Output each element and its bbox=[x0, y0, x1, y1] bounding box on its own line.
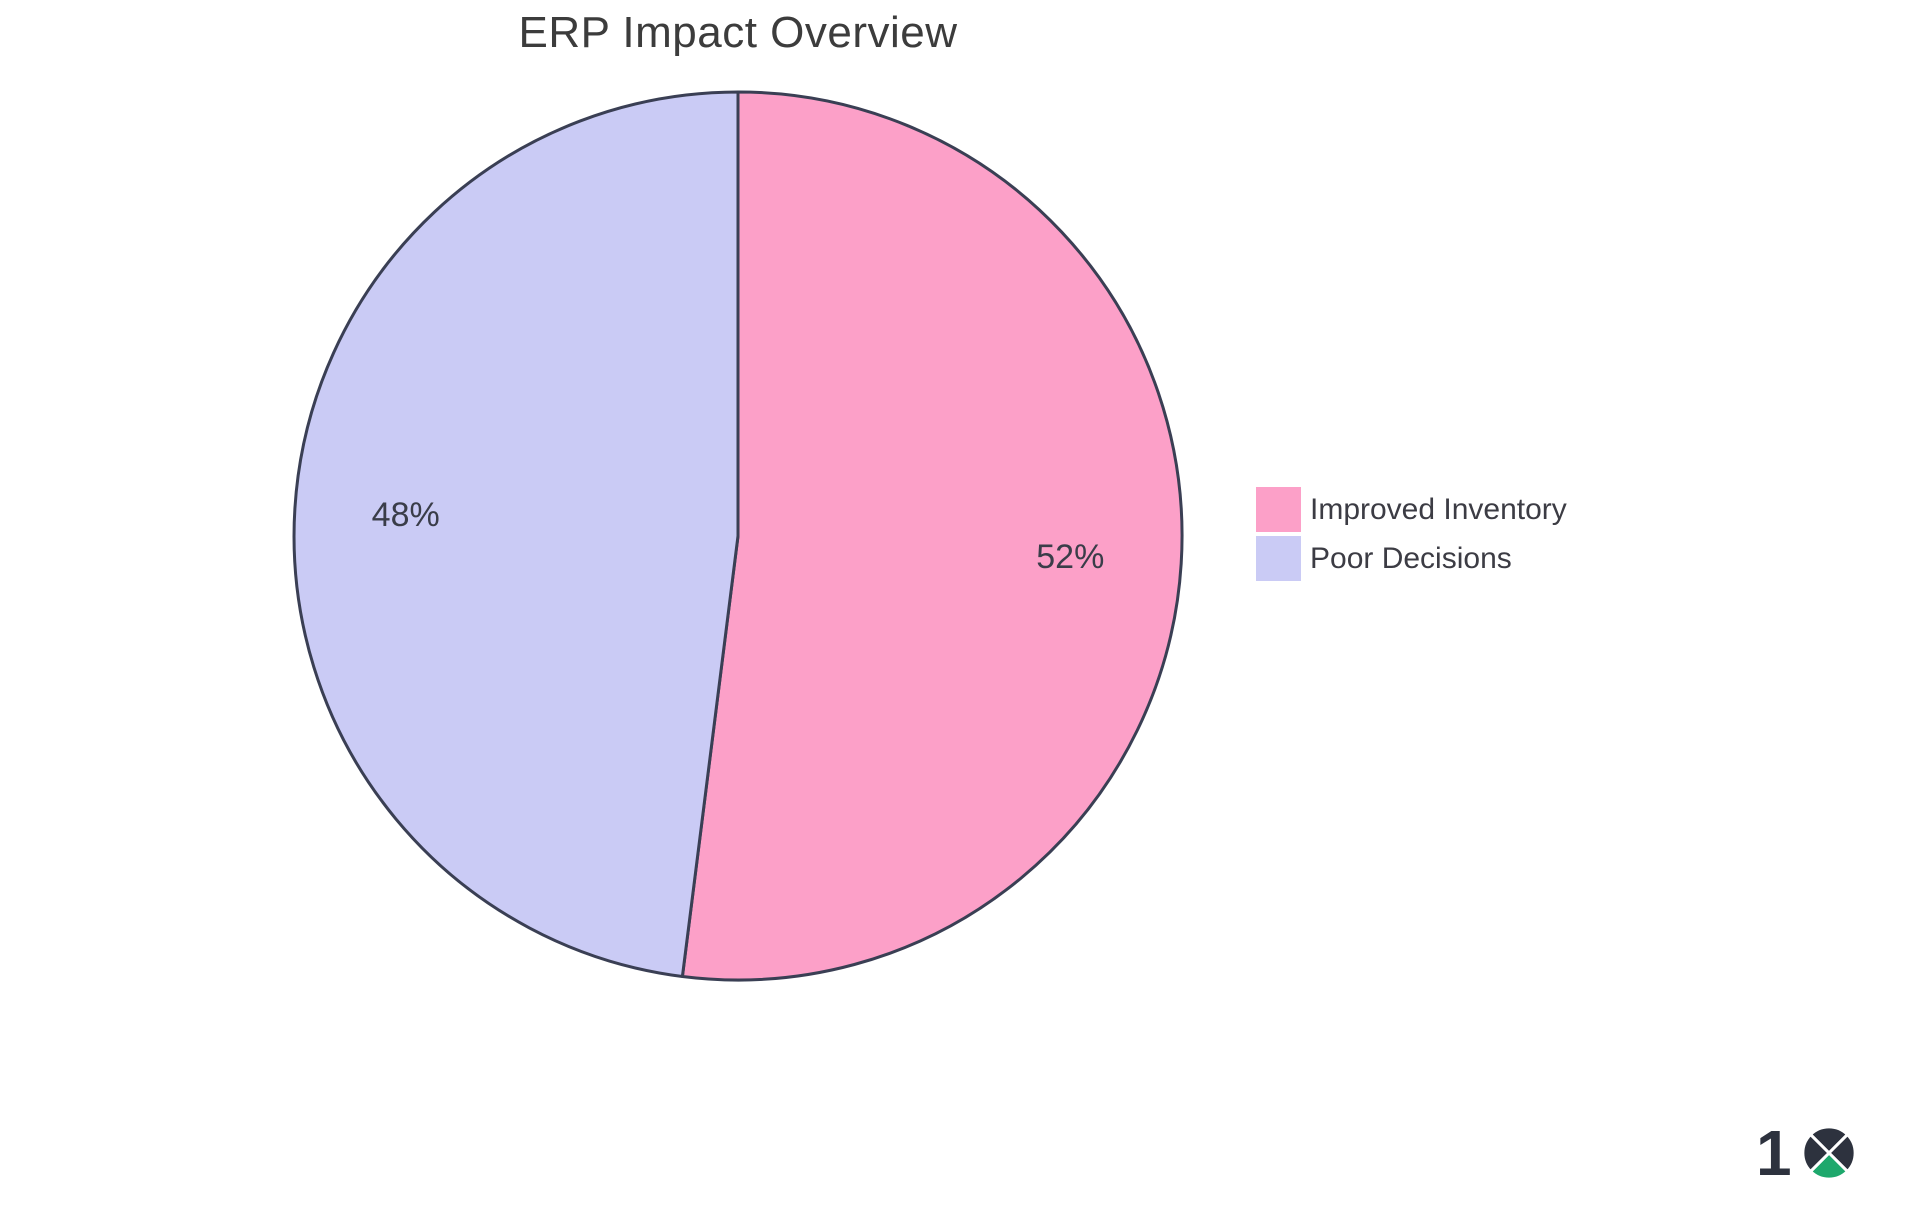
pie-slice-poor-decisions bbox=[292, 90, 740, 978]
legend-swatch-poor-decisions bbox=[1256, 536, 1301, 581]
brand-logo: 1 bbox=[1756, 1117, 1857, 1189]
legend-swatch-improved-inventory bbox=[1256, 487, 1301, 532]
legend-item-improved-inventory: Improved Inventory bbox=[1256, 487, 1567, 532]
x-cross-circle-icon bbox=[1800, 1125, 1857, 1181]
chart-title: ERP Impact Overview bbox=[518, 8, 958, 57]
legend-label: Poor Decisions bbox=[1310, 542, 1512, 575]
pie-slice-improved-inventory bbox=[680, 90, 1184, 982]
legend: Improved Inventory Poor Decisions bbox=[1256, 487, 1567, 585]
logo-digit: 1 bbox=[1756, 1117, 1792, 1189]
legend-item-poor-decisions: Poor Decisions bbox=[1256, 536, 1567, 581]
logo-wedge-left bbox=[1800, 1132, 1831, 1174]
slice-percentage-label: 52% bbox=[1036, 538, 1104, 576]
legend-label: Improved Inventory bbox=[1310, 493, 1567, 526]
slice-percentage-label: 48% bbox=[372, 496, 440, 534]
